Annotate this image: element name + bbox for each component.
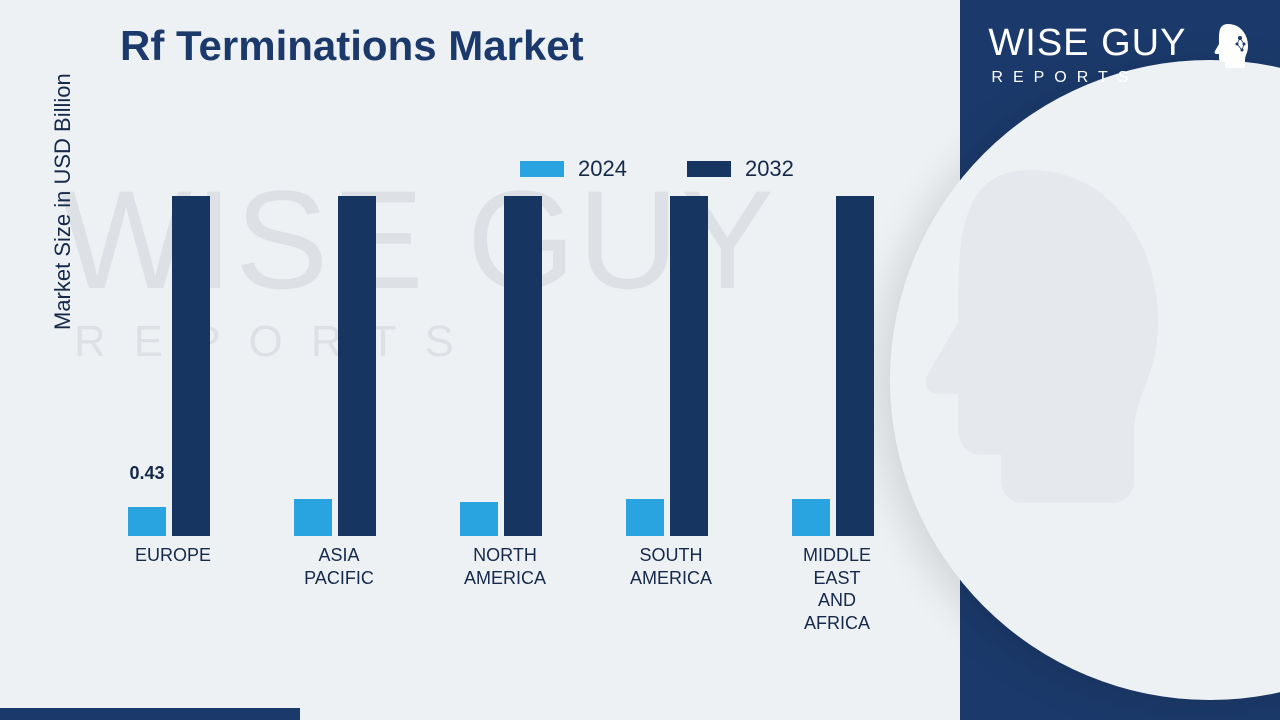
canvas: WISE GUY REPORTS Rf Terminations Market …: [0, 0, 1280, 720]
brand-logo: WISE GUY REPORTS: [988, 22, 1254, 86]
legend: 2024 2032: [520, 156, 794, 182]
logo-text-2: REPORTS: [988, 70, 1254, 86]
category-label: ASIA PACIFIC: [264, 544, 414, 589]
bar-2032: [670, 196, 708, 536]
category-label: NORTH AMERICA: [430, 544, 580, 589]
y-axis-label: Market Size in USD Billion: [50, 73, 76, 330]
legend-swatch-2024: [520, 161, 564, 177]
logo-text-1a: WISE: [988, 22, 1089, 64]
category-label: MIDDLE EAST AND AFRICA: [762, 544, 912, 634]
logo-text-1b: GUY: [1101, 22, 1186, 64]
bar-2024: [792, 499, 830, 536]
bar-2024: [294, 499, 332, 536]
bar-2032: [172, 196, 210, 536]
bar-2032: [836, 196, 874, 536]
legend-item-2032: 2032: [687, 156, 794, 182]
bottom-strip: [0, 708, 300, 720]
legend-swatch-2032: [687, 161, 731, 177]
category-label: SOUTH AMERICA: [596, 544, 746, 589]
bar-chart: 0.43EUROPEASIA PACIFICNORTH AMERICASOUTH…: [108, 196, 938, 536]
bar-2032: [504, 196, 542, 536]
legend-label-2024: 2024: [578, 156, 627, 182]
bar-2024: [460, 502, 498, 536]
bar-2032: [338, 196, 376, 536]
legend-item-2024: 2024: [520, 156, 627, 182]
legend-label-2032: 2032: [745, 156, 794, 182]
chart-title: Rf Terminations Market: [120, 22, 584, 70]
bar-value-label: 0.43: [129, 463, 164, 484]
head-icon: [1204, 22, 1254, 68]
category-label: EUROPE: [98, 544, 248, 567]
bar-2024: [626, 499, 664, 536]
bar-2024: [128, 507, 166, 536]
